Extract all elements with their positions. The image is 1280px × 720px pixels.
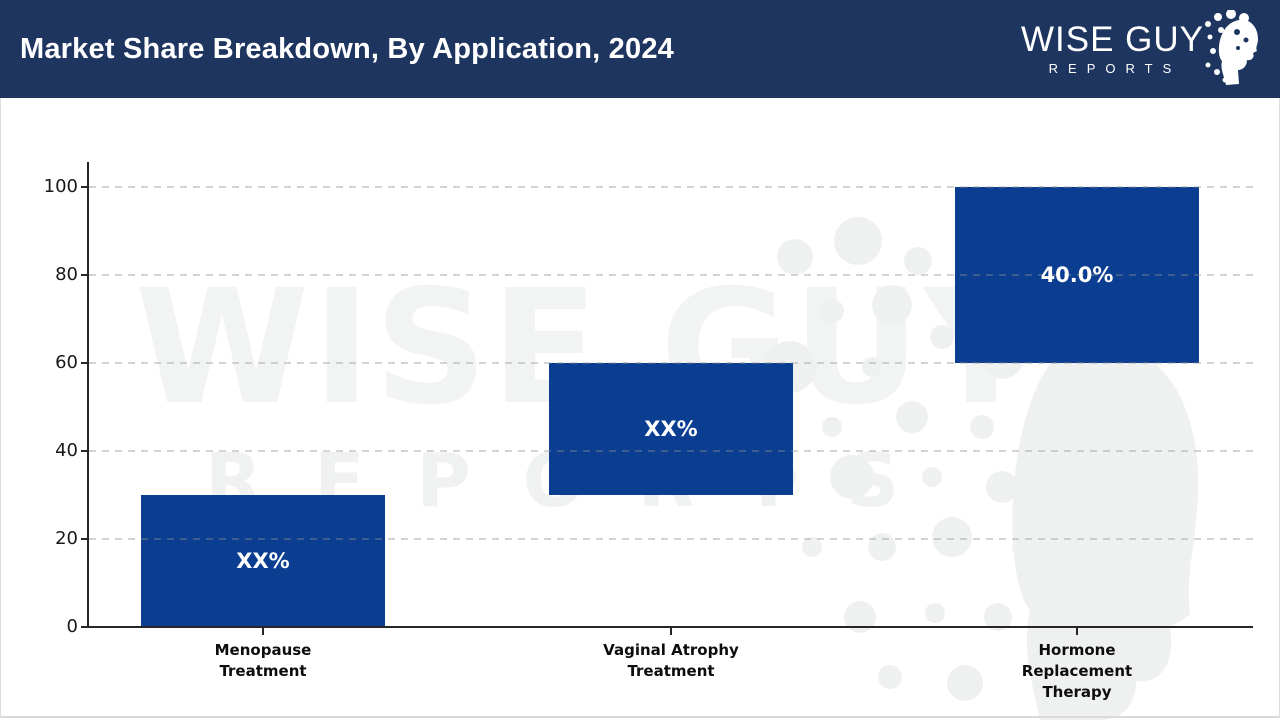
logo-wordmark: WISE GUY bbox=[1020, 20, 1204, 59]
x-category-label: Hormone Replacement Therapy bbox=[1021, 641, 1133, 701]
y-tick-mark bbox=[81, 362, 88, 364]
y-tick-mark bbox=[81, 274, 88, 276]
y-tick-label: 80 bbox=[55, 264, 78, 285]
y-tick-mark bbox=[81, 626, 88, 628]
gridline bbox=[89, 538, 1253, 540]
y-tick-label: 60 bbox=[55, 352, 78, 373]
bar-value-label: 40.0% bbox=[1040, 263, 1114, 287]
y-tick-label: 0 bbox=[66, 616, 78, 637]
y-tick-label: 20 bbox=[55, 528, 78, 549]
gridline bbox=[89, 186, 1253, 188]
y-tick-label: 100 bbox=[43, 176, 78, 197]
logo-head-dots-icon bbox=[1205, 10, 1258, 85]
gridline bbox=[89, 362, 1253, 364]
y-tick-label: 40 bbox=[55, 440, 78, 461]
x-axis-line bbox=[87, 626, 1253, 628]
x-category-label: Vaginal Atrophy Treatment bbox=[603, 641, 739, 680]
gridline bbox=[89, 450, 1253, 452]
header-bar: Market Share Breakdown, By Application, … bbox=[0, 0, 1280, 98]
x-tick-mark bbox=[670, 628, 672, 635]
x-tick-mark bbox=[1076, 628, 1078, 635]
page-title: Market Share Breakdown, By Application, … bbox=[20, 32, 674, 65]
wise-guy-logo: WISE GUY REPORTS bbox=[1021, 10, 1262, 88]
logo-text: WISE GUY REPORTS bbox=[1021, 21, 1204, 77]
bottom-border-line bbox=[0, 716, 1280, 718]
bar-segment bbox=[141, 495, 385, 627]
gridline bbox=[89, 274, 1253, 276]
bar-value-label: XX% bbox=[644, 417, 698, 441]
x-tick-mark bbox=[262, 628, 264, 635]
logo-subtitle: REPORTS bbox=[1048, 61, 1182, 76]
left-border-line bbox=[0, 98, 1, 718]
y-tick-mark bbox=[81, 538, 88, 540]
y-axis-line bbox=[87, 162, 89, 628]
bar-value-label: XX% bbox=[236, 549, 290, 573]
x-category-label: Menopause Treatment bbox=[214, 641, 312, 680]
y-tick-mark bbox=[81, 186, 88, 188]
bar-segment bbox=[549, 363, 793, 495]
y-tick-mark bbox=[81, 450, 88, 452]
